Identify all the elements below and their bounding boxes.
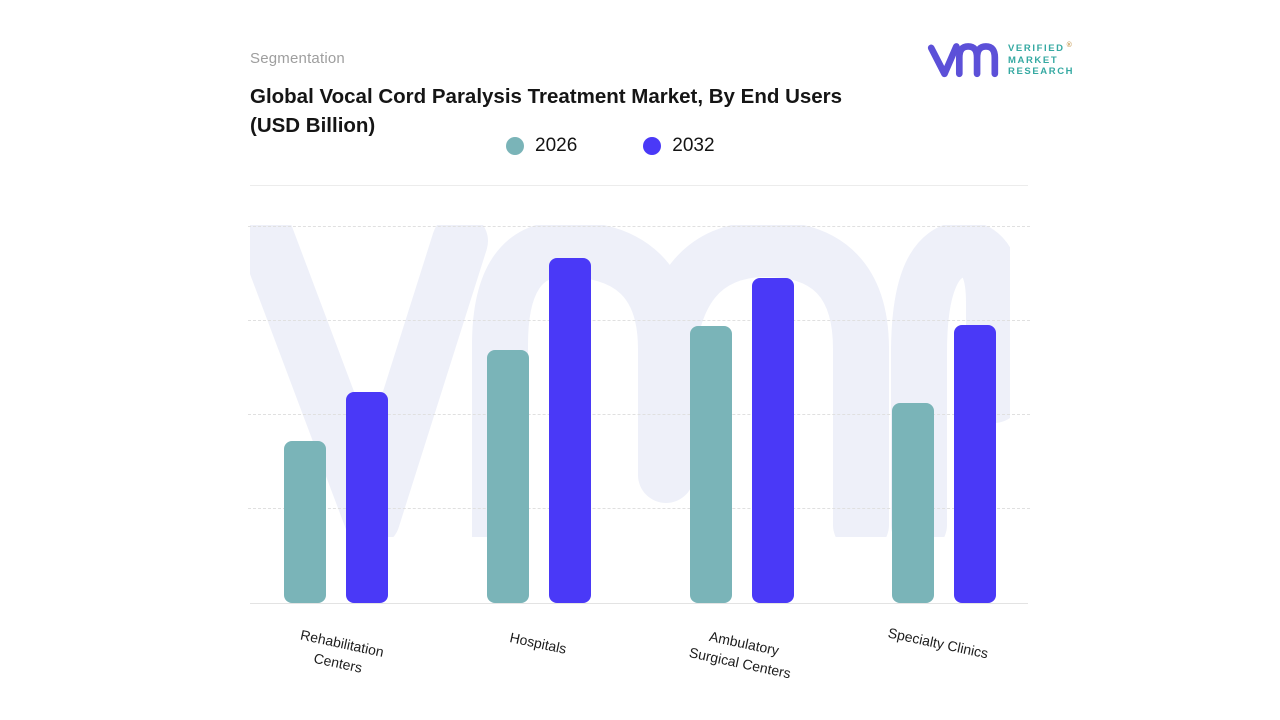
gridline-4 [248,226,1030,227]
bar-2032-hospitals [549,258,591,603]
x-axis-label-rehabilitation-centers: Rehabilitation Centers [299,626,386,676]
vmr-logo-text: VERIFIED ® MARKET RESEARCH [1008,40,1074,78]
bar-2026-hospitals [487,350,529,603]
logo-word-market: MARKET [1008,54,1059,66]
chart-legend: 2026 2032 [506,135,715,157]
legend-item-2026: 2026 [506,135,577,157]
legend-item-2032: 2032 [643,135,715,157]
chart-title-line2: (USD Billion) [250,114,376,137]
logo-word-verified: VERIFIED [1008,43,1065,55]
bar-2026-rehabilitation-centers [284,441,326,603]
chart-title-line1: Global Vocal Cord Paralysis Treatment Ma… [250,85,843,108]
x-axis-label-specialty-clinics: Specialty Clinics [886,624,990,662]
gridline-3 [248,320,1030,321]
plot-area [248,225,1030,604]
bar-2026-ambulatory-surgical-centers [690,326,732,603]
section-label: Segmentation [250,50,345,67]
logo-word-research: RESEARCH [1008,66,1075,78]
vmr-logo: VERIFIED ® MARKET RESEARCH [926,38,1074,80]
bar-2026-specialty-clinics [892,403,934,603]
registered-mark: ® [1066,42,1072,50]
bar-2032-specialty-clinics [954,325,996,603]
legend-label-2032: 2032 [672,135,715,156]
gridline-1 [248,508,1030,509]
legend-swatch-2032 [643,137,662,155]
gridline-2 [248,414,1030,415]
header-divider [250,185,1028,186]
x-axis-label-hospitals: Hospitals [508,629,568,657]
bar-2032-ambulatory-surgical-centers [752,278,794,603]
x-axis-label-ambulatory-surgical-centers: Ambulatory Surgical Centers [687,628,793,681]
bar-2032-rehabilitation-centers [346,392,388,603]
legend-swatch-2026 [506,137,524,155]
legend-label-2026: 2026 [535,135,578,156]
chart-title: Global Vocal Cord Paralysis Treatment Ma… [250,82,890,140]
vmr-monogram-icon [927,43,999,78]
